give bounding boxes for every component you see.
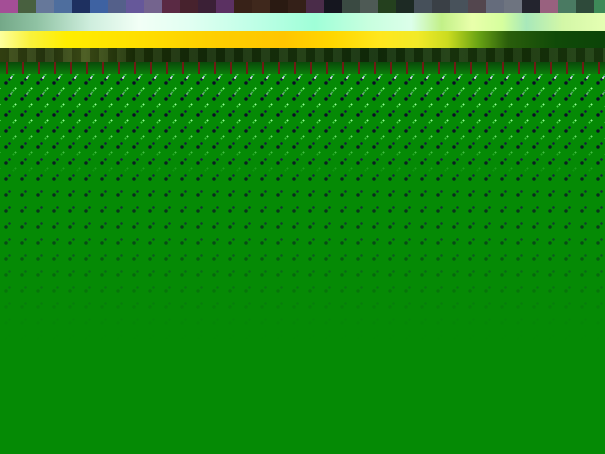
- halftone-green-field: [0, 74, 605, 454]
- glitch-macroblock: [450, 0, 468, 13]
- glitch-macroblock: [540, 0, 558, 13]
- glitch-macroblock: [162, 0, 180, 13]
- glitch-macroblock: [576, 0, 594, 13]
- yellow-band: [0, 31, 605, 48]
- glitch-macroblock: [36, 0, 54, 13]
- glitch-macroblock: [288, 0, 306, 13]
- glitch-macroblock: [216, 0, 234, 13]
- glitch-macroblock: [558, 0, 576, 13]
- glitch-macroblock: [270, 0, 288, 13]
- glitch-macroblock: [108, 0, 126, 13]
- glitch-macroblock: [360, 0, 378, 13]
- mint-band: [0, 13, 605, 31]
- glitch-macroblock: [198, 0, 216, 13]
- glitch-macroblock: [90, 0, 108, 13]
- glitch-macroblock: [432, 0, 450, 13]
- glitch-macroblock: [72, 0, 90, 13]
- glitch-macroblock-strip: [0, 0, 605, 13]
- glitch-macroblock: [486, 0, 504, 13]
- rubble-band: [0, 62, 605, 74]
- glitch-macroblock: [324, 0, 342, 13]
- glitch-macroblock: [144, 0, 162, 13]
- bottom-fade-overlay: [0, 74, 605, 454]
- glitch-macroblock: [180, 0, 198, 13]
- glitch-macroblock: [252, 0, 270, 13]
- glitch-macroblock: [126, 0, 144, 13]
- glitch-macroblock: [234, 0, 252, 13]
- glitch-macroblock: [306, 0, 324, 13]
- glitch-macroblock: [414, 0, 432, 13]
- glitch-macroblock: [504, 0, 522, 13]
- glitch-macroblock: [378, 0, 396, 13]
- glitch-macroblock: [342, 0, 360, 13]
- glitch-macroblock: [396, 0, 414, 13]
- glitch-macroblock: [468, 0, 486, 13]
- glitch-macroblock: [522, 0, 540, 13]
- olive-band: [0, 48, 605, 62]
- glitch-macroblock: [594, 0, 605, 13]
- glitch-macroblock: [0, 0, 18, 13]
- glitch-macroblock: [54, 0, 72, 13]
- glitch-macroblock: [18, 0, 36, 13]
